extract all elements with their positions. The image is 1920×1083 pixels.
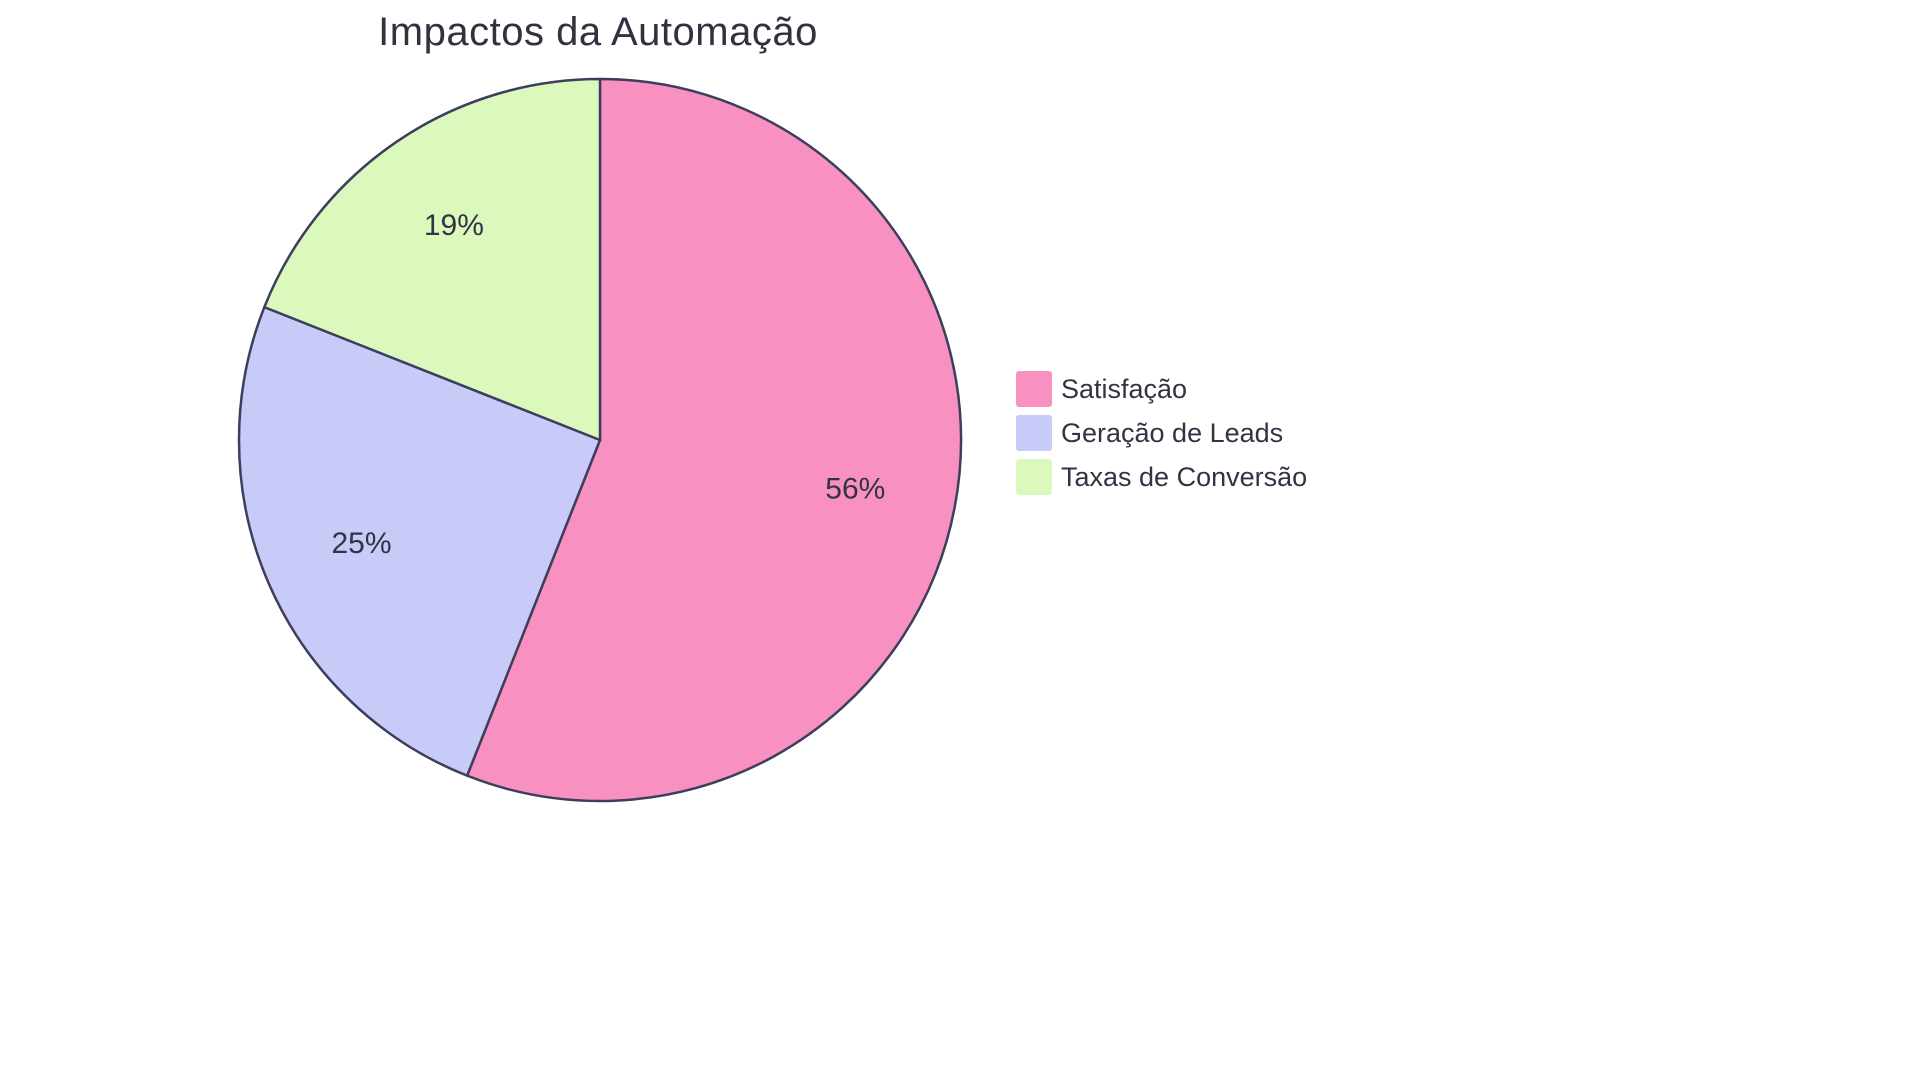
pie-slice-2 [263, 77, 602, 442]
legend-item-2: Taxas de Conversão [1016, 459, 1307, 495]
chart-title: Impactos da Automação [378, 10, 818, 54]
pie-slice-0 [465, 77, 963, 803]
legend-item-1: Geração de Leads [1016, 415, 1307, 451]
legend-swatch-0 [1016, 371, 1052, 407]
pie-slice-1 [237, 305, 602, 777]
legend-swatch-2 [1016, 459, 1052, 495]
legend: Satisfação Geração de Leads Taxas de Conve… [1016, 371, 1307, 495]
legend-label-1: Geração de Leads [1061, 417, 1284, 448]
legend-label-0: Satisfação [1061, 373, 1188, 404]
legend-item-0: Satisfação [1016, 371, 1307, 407]
slice-percent-label-2: 19% [424, 209, 484, 242]
slice-percent-label-1: 25% [331, 527, 391, 560]
legend-swatch-1 [1016, 415, 1052, 451]
legend-label-2: Taxas de Conversão [1061, 461, 1308, 492]
slice-percent-label-0: 56% [825, 473, 885, 506]
